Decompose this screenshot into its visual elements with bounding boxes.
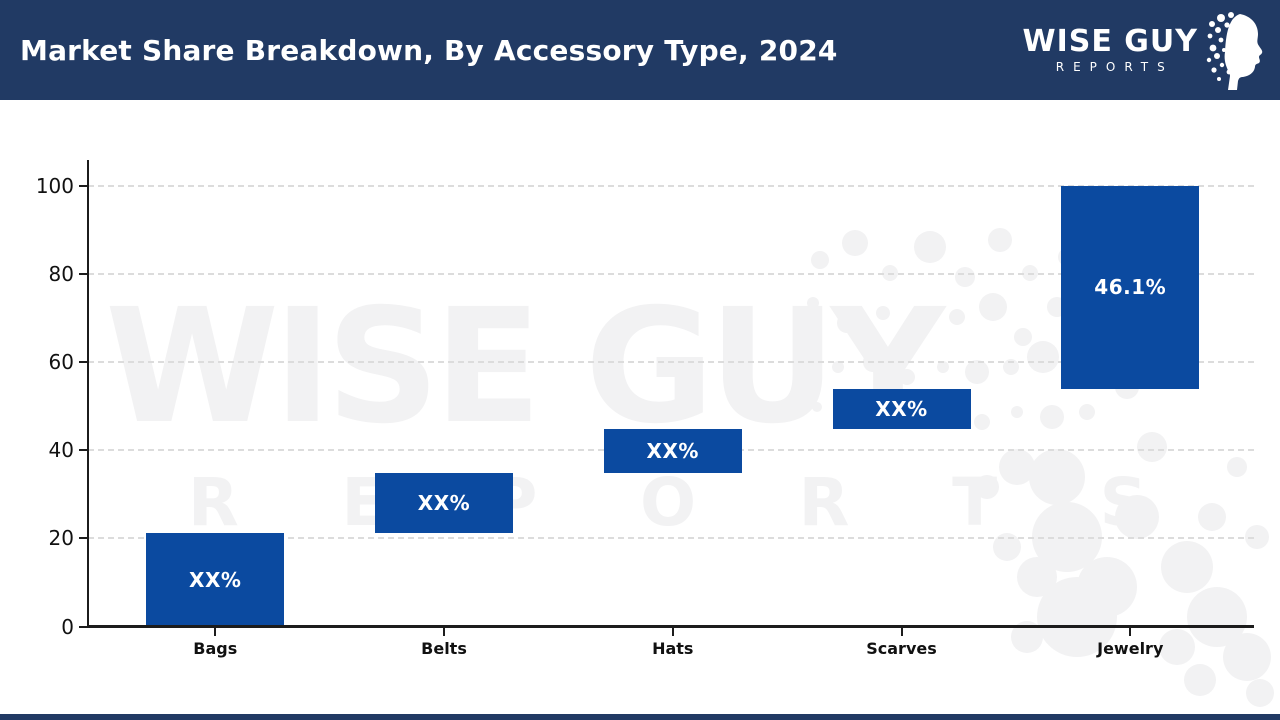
bar-value-label-scarves: XX% (875, 397, 928, 422)
bar-hats (603, 429, 742, 474)
brand-logo: WISE GUY REPORTS (1022, 10, 1280, 90)
bar-value-label-bags: XX% (189, 567, 242, 592)
gridline-y-80 (88, 272, 1254, 275)
bar-belts (375, 473, 513, 534)
y-axis-tick-60 (79, 360, 87, 363)
gridline-y-100 (88, 184, 1254, 187)
header-bar: Market Share Breakdown, By Accessory Typ… (0, 0, 1280, 100)
x-tick-label-scarves: Scarves (866, 639, 937, 658)
footer-bar (0, 714, 1280, 720)
x-tick-label-belts: Belts (421, 639, 467, 658)
y-axis-tick-0 (79, 625, 87, 628)
y-axis-tick-100 (79, 184, 87, 187)
bar-bags (146, 533, 285, 627)
face-profile-icon (1206, 12, 1263, 90)
x-tick-label-hats: Hats (652, 639, 694, 658)
y-tick-label-100: 100 (35, 173, 74, 198)
y-axis-tick-40 (79, 449, 87, 452)
bar-value-label-jewelry: 46.1% (1094, 275, 1167, 300)
x-axis-tick-hats (671, 628, 674, 636)
x-axis-tick-belts (443, 628, 445, 636)
watermark-face-dots (795, 228, 1274, 707)
bar-value-label-hats: XX% (646, 439, 699, 464)
y-tick-label-60: 60 (48, 349, 74, 374)
gridline-y-20 (88, 537, 1254, 540)
y-tick-label-80: 80 (48, 261, 74, 286)
bar-scarves (832, 388, 971, 430)
y-tick-label-0: 0 (61, 614, 74, 639)
gridline-y-60 (88, 360, 1254, 363)
x-axis-tick-bags (214, 628, 217, 636)
y-tick-label-20: 20 (48, 526, 74, 551)
y-axis-tick-20 (79, 537, 87, 540)
x-tick-label-jewelry: Jewelry (1097, 639, 1164, 658)
y-tick-label-40: 40 (48, 438, 74, 463)
watermark-brand-text: WISE GUY (105, 275, 945, 459)
x-axis-tick-scarves (900, 628, 903, 636)
x-axis-tick-jewelry (1129, 628, 1132, 636)
brand-name: WISE GUY (1022, 24, 1198, 59)
brand-subname: REPORTS (1055, 60, 1174, 74)
bar-value-label-belts: XX% (417, 491, 471, 516)
x-tick-label-bags: Bags (193, 639, 238, 658)
x-axis-line (87, 625, 1254, 628)
bar-jewelry (1061, 185, 1200, 389)
brand-logo-text: WISE GUY REPORTS (1022, 24, 1198, 74)
y-axis-line (87, 160, 89, 627)
chart-title: Market Share Breakdown, By Accessory Typ… (20, 33, 838, 67)
y-axis-tick-80 (79, 272, 87, 275)
